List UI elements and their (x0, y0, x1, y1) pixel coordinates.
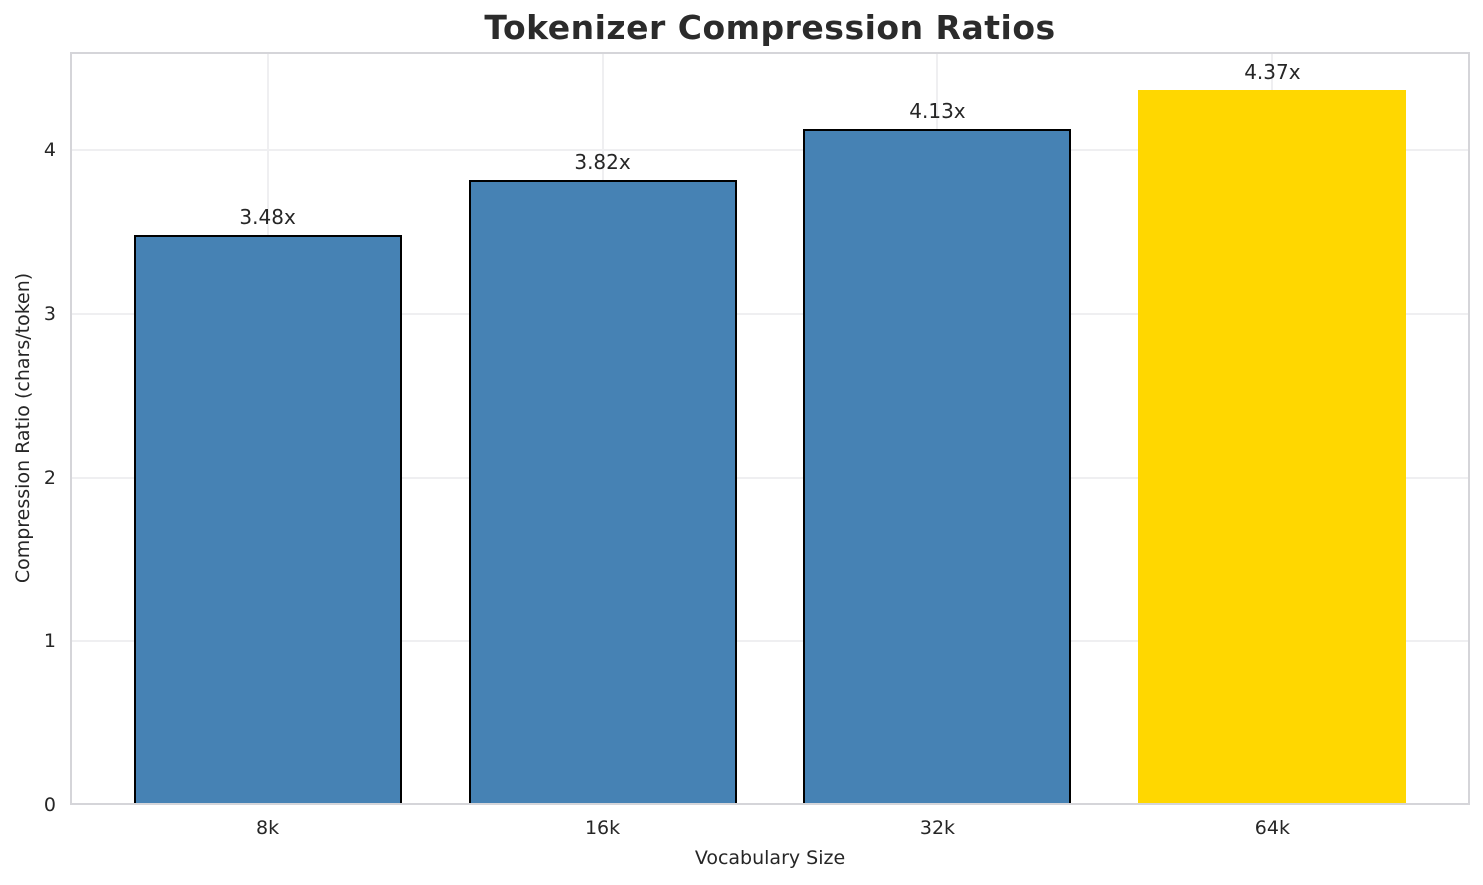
horizontal-gridline (70, 640, 1470, 643)
x-tick-label-8k: 8k (256, 817, 280, 839)
bar-value-label-32k: 4.13x (909, 98, 966, 123)
bar-8k (133, 235, 402, 805)
chart-title: Tokenizer Compression Ratios (484, 8, 1056, 47)
y-tick-label: 4 (43, 139, 56, 162)
bar-64k (1138, 89, 1407, 805)
horizontal-gridline (70, 149, 1470, 152)
horizontal-gridline (70, 312, 1470, 315)
y-axis-label: Compression Ratio (chars/token) (12, 272, 34, 584)
bar-value-label-64k: 4.37x (1244, 59, 1301, 84)
bar-value-label-8k: 3.48x (239, 205, 296, 230)
bar-16k (468, 179, 737, 805)
horizontal-gridline (70, 476, 1470, 479)
x-tick-label-64k: 64k (1254, 817, 1290, 839)
y-tick-label: 2 (43, 466, 56, 489)
bars-layer: 3.48x 3.82x 4.13x 4.37x (70, 52, 1470, 805)
y-tick-label: 3 (43, 302, 56, 325)
x-tick-label-16k: 16k (584, 817, 621, 839)
plot-area: 3.48x 3.82x 4.13x 4.37x (70, 52, 1470, 805)
x-tick-label-32k: 32k (919, 817, 956, 839)
x-axis-label: Vocabulary Size (694, 847, 846, 869)
y-tick-label: 1 (43, 630, 56, 653)
y-tick-label: 0 (43, 794, 56, 816)
bar-32k (803, 128, 1072, 805)
bar-value-label-16k: 3.82x (574, 149, 631, 174)
